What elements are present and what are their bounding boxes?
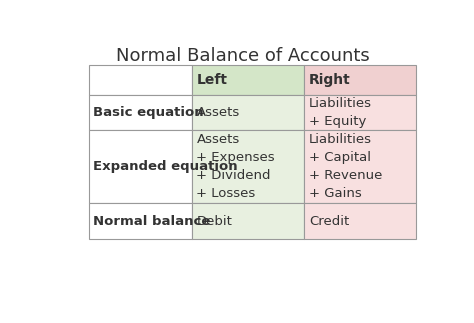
Text: Credit: Credit	[309, 215, 349, 228]
Text: Left: Left	[196, 73, 228, 87]
Bar	[304, 65, 416, 95]
Bar	[191, 130, 304, 203]
Text: Assets
+ Expenses
+ Dividend
+ Losses: Assets + Expenses + Dividend + Losses	[196, 133, 275, 200]
Bar	[304, 203, 416, 239]
Bar	[89, 203, 191, 239]
Bar	[304, 95, 416, 130]
Text: Liabilities
+ Equity: Liabilities + Equity	[309, 97, 372, 128]
Bar	[304, 130, 416, 203]
Bar	[191, 65, 304, 95]
Text: Basic equation: Basic equation	[93, 106, 204, 119]
Text: Assets: Assets	[196, 106, 240, 119]
Bar	[191, 95, 304, 130]
Bar	[89, 130, 191, 203]
Bar	[89, 65, 191, 95]
Text: Liabilities
+ Capital
+ Revenue
+ Gains: Liabilities + Capital + Revenue + Gains	[309, 133, 383, 200]
Bar	[89, 95, 191, 130]
Text: Right: Right	[309, 73, 351, 87]
Text: Expanded equation: Expanded equation	[93, 161, 238, 173]
Text: Debit: Debit	[196, 215, 232, 228]
Text: Normal Balance of Accounts: Normal Balance of Accounts	[116, 47, 370, 66]
Text: Normal balance: Normal balance	[93, 215, 211, 228]
Bar	[191, 203, 304, 239]
